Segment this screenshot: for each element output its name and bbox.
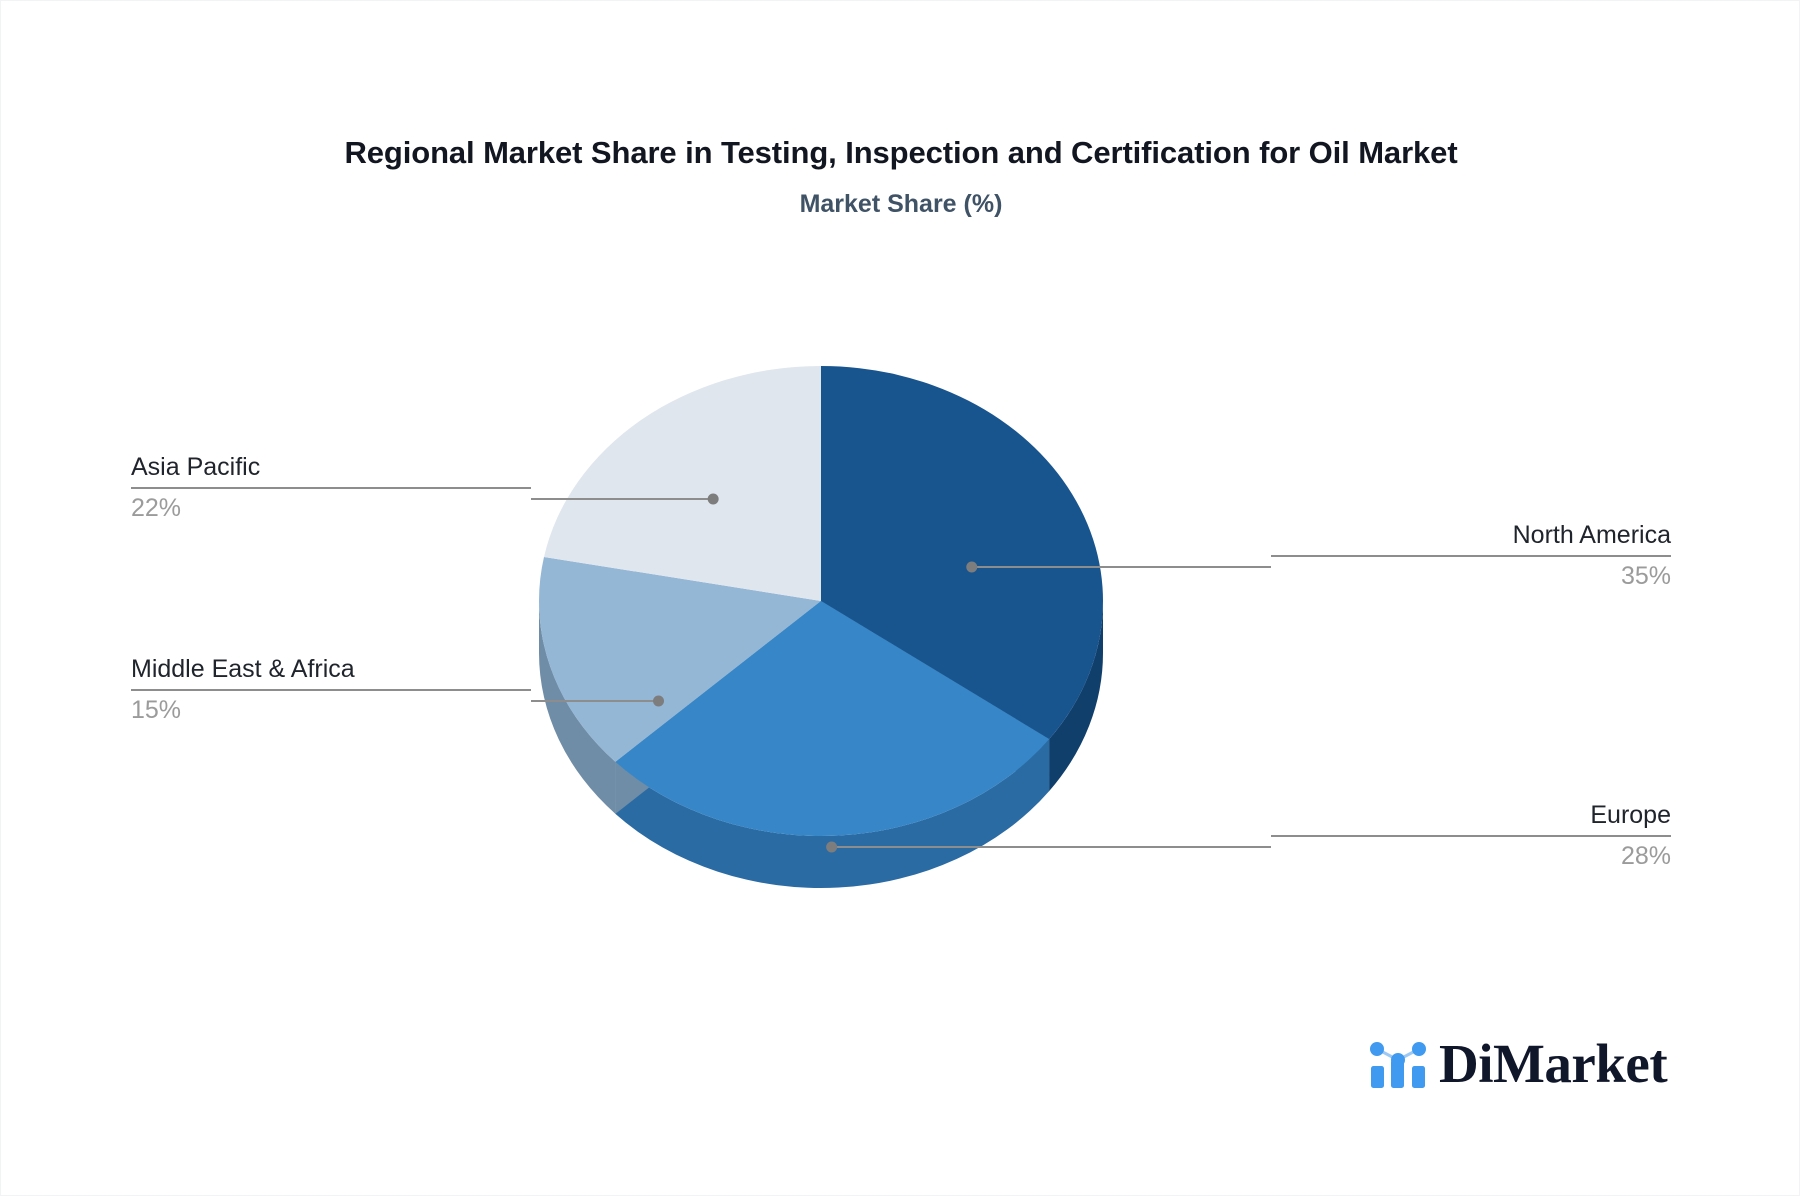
pie-slice-side-2 bbox=[538, 601, 616, 814]
callout-asia-pacific[interactable]: Asia Pacific 22% bbox=[131, 451, 531, 524]
callout-middle-east-africa-rule bbox=[131, 689, 531, 691]
callout-north-america-label: North America bbox=[1512, 521, 1671, 549]
leader-dot-0 bbox=[966, 561, 978, 573]
pie-leader-lines bbox=[531, 493, 1271, 853]
leader-dot-3 bbox=[707, 493, 719, 505]
callout-north-america-value: 35% bbox=[1620, 562, 1671, 590]
pie-slice-middle-east-africa[interactable] bbox=[538, 556, 821, 762]
callout-north-america-rule bbox=[1271, 555, 1671, 557]
pie-slice-europe[interactable] bbox=[615, 601, 1050, 837]
callout-asia-pacific-value: 22% bbox=[131, 494, 182, 522]
callout-middle-east-africa-label: Middle East & Africa bbox=[131, 655, 355, 683]
chart-header: Regional Market Share in Testing, Inspec… bbox=[1, 133, 1799, 221]
callout-north-america[interactable]: North America 35% bbox=[1271, 519, 1671, 592]
callout-asia-pacific-label: Asia Pacific bbox=[131, 453, 261, 481]
pie-slice-north-america[interactable] bbox=[821, 366, 1103, 740]
pie-slice-side-1 bbox=[615, 739, 1050, 889]
callout-europe[interactable]: Europe 28% bbox=[1271, 799, 1671, 872]
callout-europe-value: 28% bbox=[1620, 842, 1671, 870]
dimarket-logo: DiMarket bbox=[1369, 1033, 1668, 1094]
callout-europe-rule bbox=[1271, 835, 1671, 837]
bar-chart-logo-icon bbox=[1370, 1041, 1426, 1088]
pie-slice-asia-pacific[interactable] bbox=[543, 366, 821, 601]
callout-middle-east-africa-value: 15% bbox=[131, 696, 182, 724]
dimarket-wordmark: DiMarket bbox=[1439, 1033, 1668, 1094]
leader-dot-1 bbox=[826, 841, 838, 853]
callout-europe-label: Europe bbox=[1590, 801, 1671, 829]
leader-dot-2 bbox=[653, 695, 665, 707]
chart-title: Regional Market Share in Testing, Inspec… bbox=[344, 135, 1458, 170]
pie-top-faces bbox=[538, 366, 1103, 837]
pie-slice-side-0 bbox=[1049, 601, 1103, 792]
chart-subtitle: Market Share (%) bbox=[799, 190, 1003, 218]
callout-middle-east-africa[interactable]: Middle East & Africa 15% bbox=[131, 653, 531, 726]
callout-asia-pacific-rule bbox=[131, 487, 531, 489]
